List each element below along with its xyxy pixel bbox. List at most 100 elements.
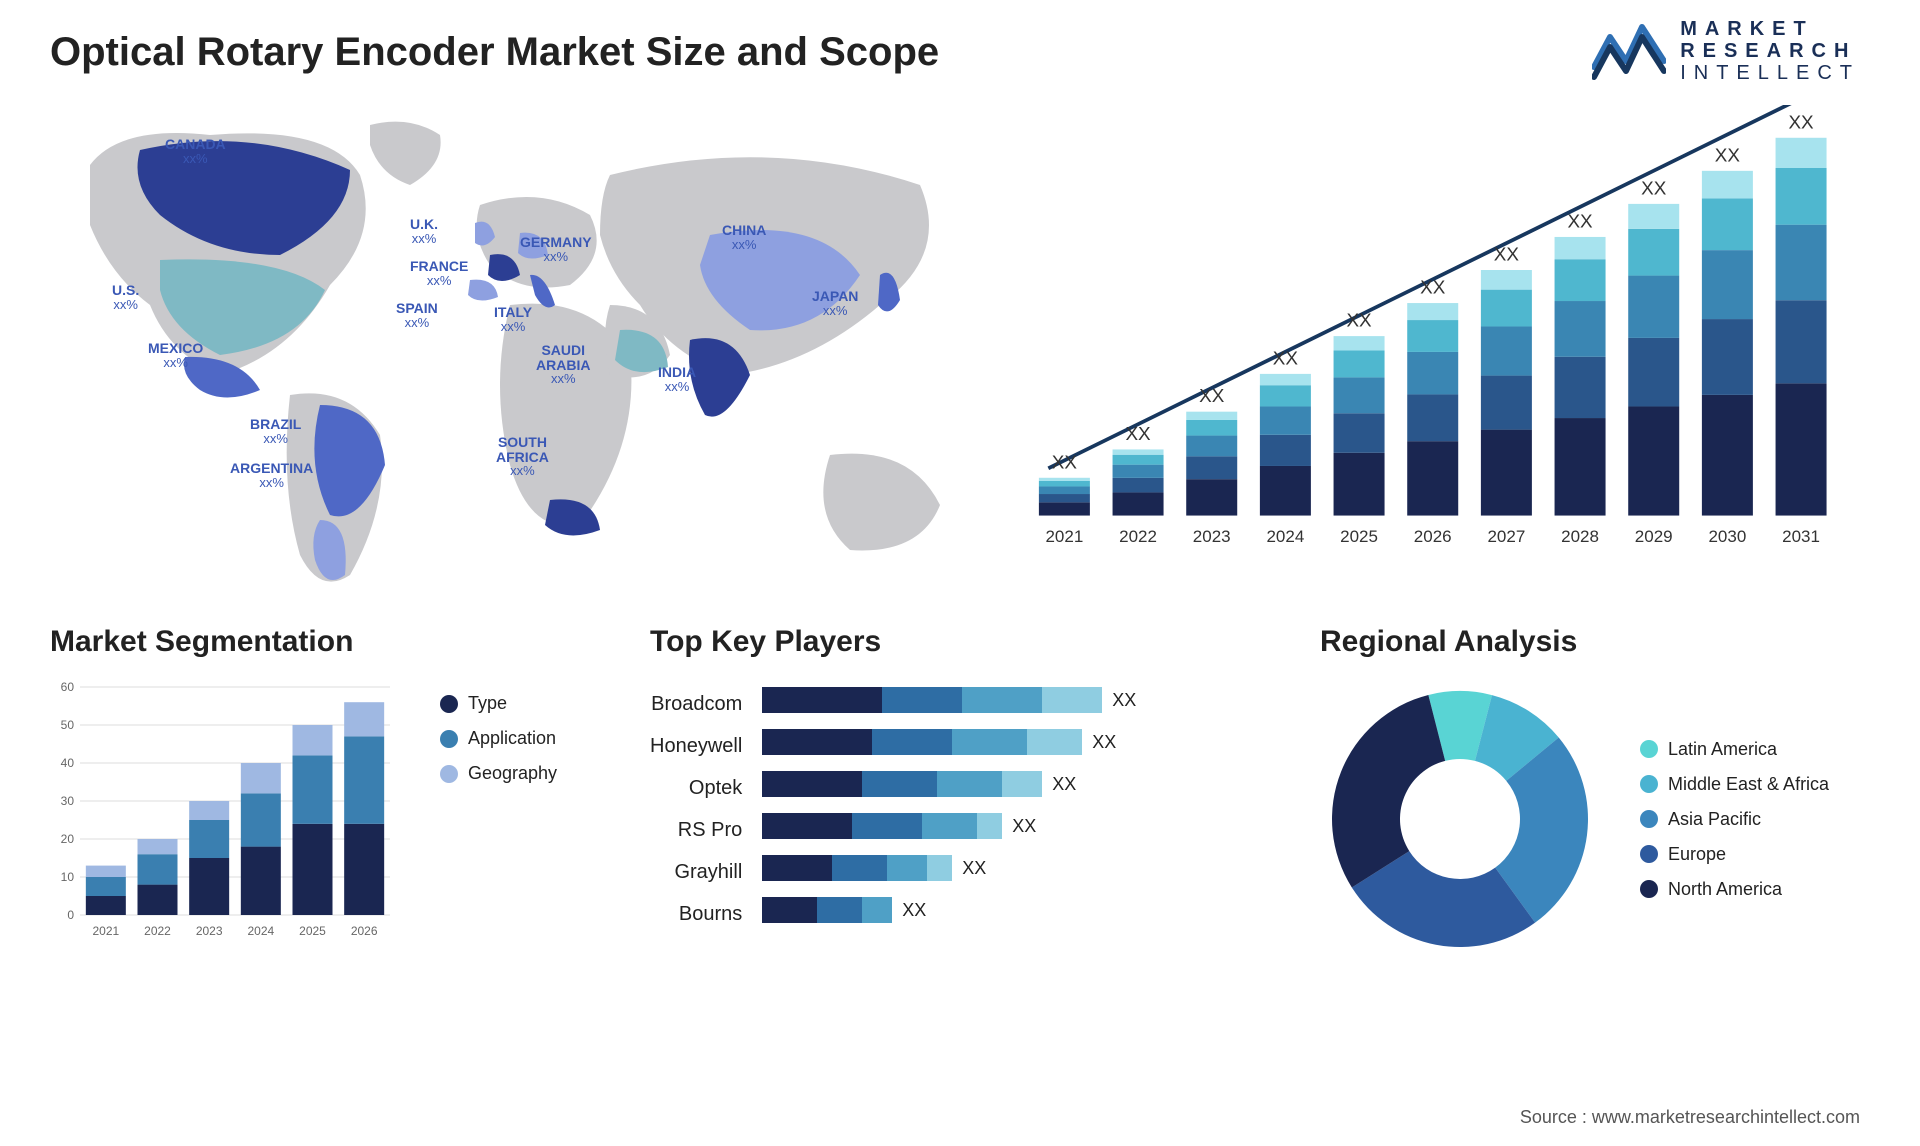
- player-bar-segment: [762, 897, 817, 923]
- player-bar: [762, 771, 1042, 797]
- svg-text:2021: 2021: [92, 924, 119, 938]
- legend-item: Asia Pacific: [1640, 809, 1829, 830]
- key-players-bars: XX XX XX XX XX XX: [762, 679, 1280, 935]
- player-bar-segment: [922, 813, 977, 839]
- player-value-label: XX: [1092, 732, 1116, 753]
- player-row: XX: [762, 721, 1280, 763]
- svg-text:2023: 2023: [1193, 527, 1231, 546]
- svg-text:2022: 2022: [1119, 527, 1157, 546]
- player-row: XX: [762, 679, 1280, 721]
- main-forecast-chart: XX2021XX2022XX2023XX2024XX2025XX2026XX20…: [1020, 105, 1870, 605]
- player-bar-segment: [937, 771, 1002, 797]
- map-label: FRANCExx%: [410, 259, 468, 287]
- map-label: SAUDIARABIAxx%: [536, 343, 590, 386]
- logo-mark-icon: [1592, 21, 1666, 81]
- svg-text:10: 10: [61, 870, 75, 884]
- player-bar-segment: [762, 687, 882, 713]
- player-bar-segment: [1042, 687, 1102, 713]
- legend-item: Latin America: [1640, 739, 1829, 760]
- legend-swatch-icon: [440, 730, 458, 748]
- legend-item: Geography: [440, 763, 557, 784]
- map-label: ITALYxx%: [494, 305, 532, 333]
- legend-item: Type: [440, 693, 557, 714]
- svg-text:XX: XX: [1641, 178, 1667, 199]
- map-label: GERMANYxx%: [520, 235, 592, 263]
- svg-text:0: 0: [67, 908, 74, 922]
- player-bar-segment: [962, 687, 1042, 713]
- svg-text:30: 30: [61, 794, 75, 808]
- regional-heading: Regional Analysis: [1320, 625, 1870, 659]
- svg-text:XX: XX: [1125, 424, 1151, 445]
- svg-text:XX: XX: [1199, 386, 1225, 407]
- world-map: CANADAxx%U.S.xx%MEXICOxx%BRAZILxx%ARGENT…: [50, 105, 980, 605]
- legend-label: Type: [468, 693, 507, 714]
- player-value-label: XX: [902, 900, 926, 921]
- segmentation-card: Market Segmentation 01020304050602021202…: [50, 625, 610, 959]
- svg-text:XX: XX: [1494, 245, 1520, 266]
- player-bar-segment: [762, 855, 832, 881]
- player-value-label: XX: [1052, 774, 1076, 795]
- legend-swatch-icon: [440, 765, 458, 783]
- player-bar-segment: [927, 855, 952, 881]
- logo-text-2: RESEARCH: [1680, 40, 1860, 62]
- legend-swatch-icon: [1640, 880, 1658, 898]
- player-bar-segment: [817, 897, 862, 923]
- player-row: XX: [762, 805, 1280, 847]
- player-name: Honeywell: [650, 725, 742, 767]
- player-bar: [762, 729, 1082, 755]
- legend-label: Geography: [468, 763, 557, 784]
- player-value-label: XX: [1112, 690, 1136, 711]
- player-value-label: XX: [1012, 816, 1036, 837]
- player-name: Broadcom: [650, 683, 742, 725]
- map-label: MEXICOxx%: [148, 341, 203, 369]
- brand-logo: MARKET RESEARCH INTELLECT: [1592, 18, 1860, 84]
- key-players-card: Top Key Players BroadcomHoneywellOptekRS…: [650, 625, 1280, 959]
- legend-swatch-icon: [1640, 845, 1658, 863]
- source-attribution: Source : www.marketresearchintellect.com: [1520, 1107, 1860, 1128]
- map-label: JAPANxx%: [812, 289, 858, 317]
- player-value-label: XX: [962, 858, 986, 879]
- legend-item: Europe: [1640, 844, 1829, 865]
- map-label: ARGENTINAxx%: [230, 461, 313, 489]
- legend-swatch-icon: [440, 695, 458, 713]
- player-bar-segment: [887, 855, 927, 881]
- legend-swatch-icon: [1640, 810, 1658, 828]
- legend-item: North America: [1640, 879, 1829, 900]
- player-bar-segment: [862, 897, 892, 923]
- segmentation-legend: TypeApplicationGeography: [440, 679, 557, 959]
- legend-label: North America: [1668, 879, 1782, 900]
- svg-text:2028: 2028: [1561, 527, 1599, 546]
- map-label: CHINAxx%: [722, 223, 766, 251]
- logo-text-1: MARKET: [1680, 18, 1860, 40]
- regional-donut-chart: [1320, 679, 1600, 959]
- svg-text:XX: XX: [1567, 212, 1593, 233]
- player-name: Bourns: [650, 893, 742, 935]
- svg-text:2026: 2026: [351, 924, 378, 938]
- svg-text:2023: 2023: [196, 924, 223, 938]
- map-label: SOUTHAFRICAxx%: [496, 435, 549, 478]
- svg-text:XX: XX: [1715, 145, 1741, 166]
- svg-text:XX: XX: [1788, 112, 1814, 133]
- map-label: SPAINxx%: [396, 301, 438, 329]
- player-bar-segment: [852, 813, 922, 839]
- legend-item: Middle East & Africa: [1640, 774, 1829, 795]
- svg-text:20: 20: [61, 832, 75, 846]
- svg-text:2024: 2024: [1266, 527, 1304, 546]
- regional-card: Regional Analysis Latin America Middle Ea…: [1320, 625, 1870, 959]
- player-bar-segment: [832, 855, 887, 881]
- player-name: Grayhill: [650, 851, 742, 893]
- player-row: XX: [762, 889, 1280, 931]
- player-bar-segment: [762, 813, 852, 839]
- key-players-heading: Top Key Players: [650, 625, 1280, 659]
- player-bar-segment: [882, 687, 962, 713]
- svg-text:XX: XX: [1346, 311, 1372, 332]
- regional-legend: Latin America Middle East & Africa Asia Pa…: [1640, 725, 1829, 914]
- legend-swatch-icon: [1640, 775, 1658, 793]
- player-name: Optek: [650, 767, 742, 809]
- svg-text:2027: 2027: [1487, 527, 1525, 546]
- svg-text:2021: 2021: [1045, 527, 1083, 546]
- player-name: RS Pro: [650, 809, 742, 851]
- svg-text:2025: 2025: [1340, 527, 1378, 546]
- map-label: BRAZILxx%: [250, 417, 301, 445]
- segmentation-heading: Market Segmentation: [50, 625, 610, 659]
